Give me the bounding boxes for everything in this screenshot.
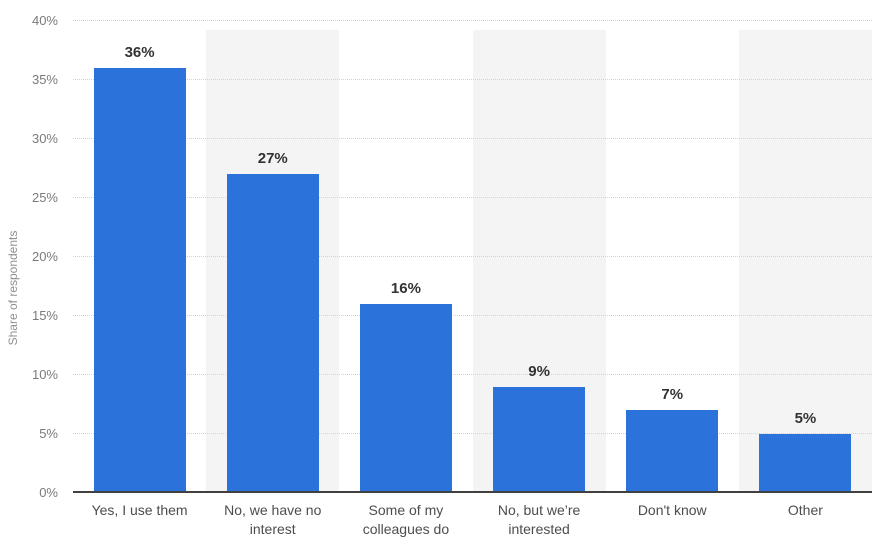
bar-value-label: 9% [528, 362, 550, 380]
x-tick-label: Some of my colleagues do [362, 502, 450, 537]
gridline [73, 197, 872, 198]
gridline [73, 20, 872, 21]
gridline [73, 138, 872, 139]
bar [359, 304, 452, 493]
bar [493, 386, 586, 493]
y-tick-label: 40% [31, 13, 58, 28]
gridline [73, 433, 872, 434]
bar-value-label: 7% [661, 386, 684, 404]
y-tick-label: 5% [39, 426, 58, 441]
y-tick-label: 30% [31, 131, 58, 146]
y-tick-label: 15% [31, 308, 58, 323]
column-band [738, 30, 872, 493]
gridline [73, 374, 872, 375]
bar [226, 174, 319, 493]
y-tick-label: 25% [31, 190, 58, 205]
gridline [73, 79, 872, 80]
gridline [73, 256, 872, 257]
y-tick-label: 20% [31, 249, 58, 264]
x-tick-label: No, we have no interest [224, 502, 322, 537]
bar-value-label: 36% [124, 44, 155, 62]
bar [759, 434, 852, 493]
x-tick-label: Yes, I use them [91, 502, 188, 518]
x-axis-line [73, 491, 872, 493]
gridline [73, 315, 872, 316]
y-tick-label: 35% [31, 72, 58, 87]
y-axis-title: Share of respondents [6, 230, 20, 346]
x-tick-label: Don't know [637, 502, 707, 518]
y-tick-label: 0% [39, 485, 58, 500]
bar-value-label: 16% [390, 280, 421, 298]
bar-value-label: 5% [794, 410, 817, 427]
y-tick-label: 10% [31, 367, 58, 382]
bar [626, 410, 719, 493]
x-tick-label: No, but we’re interested [497, 502, 581, 537]
x-tick-label: Other [787, 502, 823, 518]
bar-value-label: 27% [257, 150, 288, 168]
bar [93, 68, 186, 493]
plot-area: 36% 27% 16% 9% 7% 5% [73, 20, 872, 493]
